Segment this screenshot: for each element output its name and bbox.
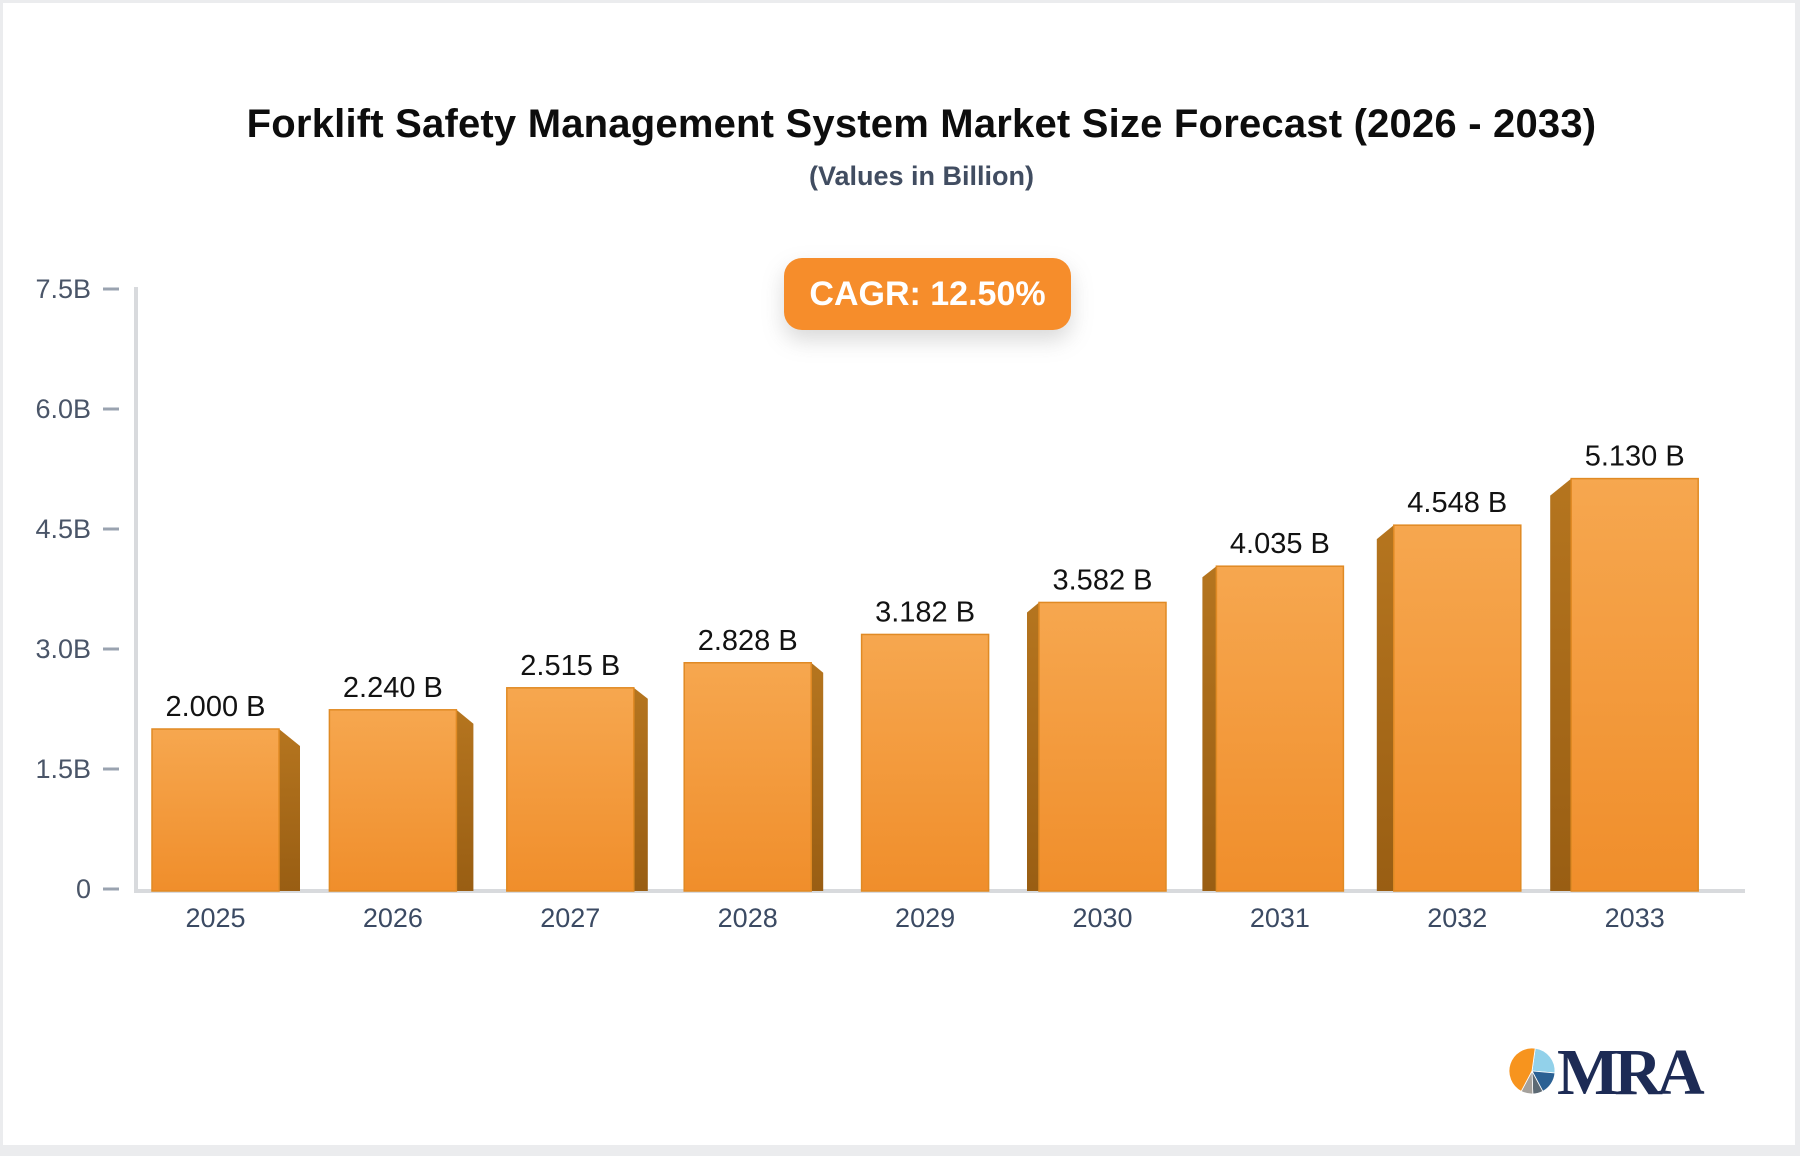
bar (860, 633, 990, 892)
bar (1393, 524, 1522, 892)
y-tick-label: 7.5B (35, 274, 91, 304)
bar-chart: 0 1.5B 3.0B 4.5B 6.0B 7.5B 2.000 B 2025 2.240 B 2… (35, 274, 1745, 933)
x-tick-label: 2032 (1427, 903, 1487, 933)
x-tick-label: 2033 (1605, 903, 1665, 933)
bar-side-face (811, 662, 824, 891)
bar-value-label: 4.035 B (1230, 528, 1330, 560)
chart-subtitle: (Values in Billion) (808, 161, 1035, 191)
x-tick-label: 2026 (363, 903, 423, 933)
mra-logo-text: MRA (1557, 1036, 1705, 1109)
bar-side-face (1376, 525, 1394, 891)
bar-value-label: 4.548 B (1407, 487, 1507, 519)
bar (683, 662, 812, 892)
x-tick-label: 2029 (895, 903, 955, 933)
bar-side-face (1027, 602, 1039, 891)
bar (1038, 601, 1167, 892)
bar (151, 728, 280, 892)
y-tick-mark (103, 407, 119, 411)
bar-value-label: 2.515 B (520, 650, 620, 682)
x-tick-label: 2030 (1072, 903, 1132, 933)
chart-header: Forklift Safety Management System Market… (48, 101, 1795, 192)
y-tick-mark (103, 767, 119, 771)
y-tick-label: 4.5B (35, 514, 91, 544)
bar-side-face (1202, 566, 1217, 891)
bar-value-label: 2.828 B (698, 625, 798, 657)
bar-value-label: 3.182 B (875, 596, 975, 628)
y-tick-label: 6.0B (35, 394, 91, 424)
bar-side-face (456, 709, 474, 891)
mra-logo: MRA (1508, 1036, 1710, 1109)
bar-value-label: 2.240 B (343, 672, 443, 704)
bar-value-label: 2.000 B (166, 691, 266, 723)
chart-title: Forklift Safety Management System Market… (246, 102, 1597, 146)
logo-pie-slice-light-blue (1531, 1047, 1556, 1074)
x-tick-label: 2025 (185, 903, 245, 933)
y-tick-mark (103, 887, 119, 891)
x-tick-label: 2031 (1250, 903, 1310, 933)
bar (1570, 477, 1699, 892)
bar (328, 709, 458, 892)
x-tick-label: 2028 (718, 903, 778, 933)
bar-value-label: 3.582 B (1053, 564, 1153, 596)
mra-logo-pie-icon (1508, 1047, 1556, 1095)
y-axis-line (134, 287, 138, 893)
y-tick-label: 1.5B (35, 754, 91, 784)
y-tick-mark (103, 527, 119, 531)
logo-pie-slice-orange (1508, 1047, 1536, 1092)
y-tick-mark (103, 647, 119, 651)
bar (506, 687, 635, 892)
x-tick-label: 2027 (540, 903, 600, 933)
chart-card: 0 1.5B 3.0B 4.5B 6.0B 7.5B 2.000 B 2025 2.240 B 2… (3, 3, 1795, 1145)
y-tick-label: 3.0B (35, 634, 91, 664)
cagr-badge: CAGR: 12.50% (784, 258, 1071, 330)
bar-side-face (279, 729, 300, 891)
bar (1215, 565, 1345, 892)
bar-value-label: 5.130 B (1585, 441, 1685, 473)
y-tick-label: 0 (76, 874, 91, 904)
bar-side-face (1550, 478, 1572, 891)
bar-side-face (633, 687, 648, 891)
y-tick-mark (103, 287, 119, 291)
